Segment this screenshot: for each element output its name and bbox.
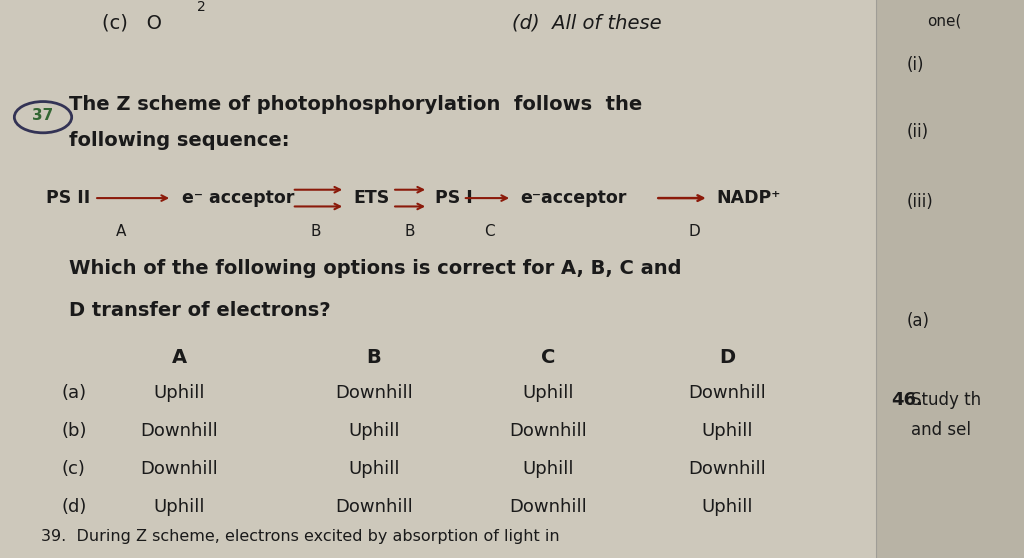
Text: Downhill: Downhill xyxy=(140,422,218,440)
Text: (d)  All of these: (d) All of these xyxy=(512,14,662,33)
Text: one(: one( xyxy=(927,14,962,29)
Text: (ii): (ii) xyxy=(906,123,929,141)
Text: NADP⁺: NADP⁺ xyxy=(717,189,781,207)
Text: e⁻ acceptor: e⁻ acceptor xyxy=(182,189,295,207)
Text: B: B xyxy=(310,224,321,239)
Text: 46.: 46. xyxy=(891,391,923,408)
Text: Uphill: Uphill xyxy=(348,460,399,478)
Text: Downhill: Downhill xyxy=(509,498,587,516)
Text: 37: 37 xyxy=(33,108,53,123)
Text: Downhill: Downhill xyxy=(335,498,413,516)
Text: A: A xyxy=(116,224,126,239)
Text: C: C xyxy=(541,348,555,367)
Text: PS II: PS II xyxy=(46,189,90,207)
Text: Uphill: Uphill xyxy=(154,498,205,516)
Text: Which of the following options is correct for A, B, C and: Which of the following options is correc… xyxy=(69,259,681,278)
Text: Downhill: Downhill xyxy=(140,460,218,478)
Text: D: D xyxy=(688,224,700,239)
Text: Uphill: Uphill xyxy=(154,384,205,402)
Text: following sequence:: following sequence: xyxy=(69,131,289,150)
Text: (a): (a) xyxy=(61,384,87,402)
Text: D transfer of electrons?: D transfer of electrons? xyxy=(69,301,330,320)
Text: Downhill: Downhill xyxy=(688,384,766,402)
Text: Study th: Study th xyxy=(911,391,981,408)
Text: 2: 2 xyxy=(197,0,206,14)
Text: (i): (i) xyxy=(906,56,924,74)
Bar xyxy=(876,0,1024,558)
Text: Downhill: Downhill xyxy=(688,460,766,478)
Text: B: B xyxy=(404,224,415,239)
Text: D: D xyxy=(719,348,735,367)
Text: e⁻acceptor: e⁻acceptor xyxy=(520,189,627,207)
Text: Uphill: Uphill xyxy=(701,422,753,440)
Text: ETS: ETS xyxy=(353,189,389,207)
Text: Downhill: Downhill xyxy=(509,422,587,440)
Text: Downhill: Downhill xyxy=(335,384,413,402)
Text: (iii): (iii) xyxy=(906,193,933,210)
Text: The Z scheme of photophosphorylation  follows  the: The Z scheme of photophosphorylation fol… xyxy=(69,95,642,114)
Text: B: B xyxy=(367,348,381,367)
Text: A: A xyxy=(172,348,186,367)
Text: (b): (b) xyxy=(61,422,87,440)
Text: C: C xyxy=(484,224,495,239)
Text: (a): (a) xyxy=(906,312,929,330)
Text: PS I: PS I xyxy=(435,189,473,207)
Text: (c)   O: (c) O xyxy=(102,14,163,33)
Text: Uphill: Uphill xyxy=(701,498,753,516)
Text: Uphill: Uphill xyxy=(522,384,573,402)
Text: 39.  During Z scheme, electrons excited by absorption of light in: 39. During Z scheme, electrons excited b… xyxy=(41,529,559,544)
Text: (d): (d) xyxy=(61,498,87,516)
Text: and sel: and sel xyxy=(911,421,972,439)
Text: (c): (c) xyxy=(61,460,85,478)
Text: Uphill: Uphill xyxy=(348,422,399,440)
Text: Uphill: Uphill xyxy=(522,460,573,478)
